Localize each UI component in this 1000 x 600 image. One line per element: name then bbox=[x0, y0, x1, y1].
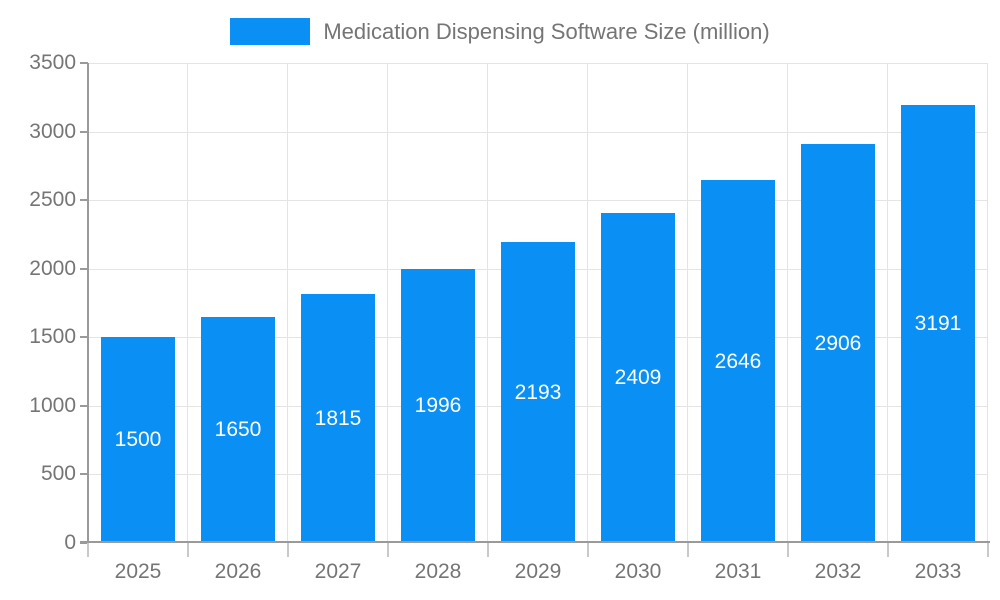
x-axis-label: 2028 bbox=[414, 560, 462, 583]
y-axis-tick bbox=[80, 542, 88, 544]
bar-value-label: 2906 bbox=[814, 331, 862, 355]
gridline-horizontal bbox=[88, 200, 988, 202]
gridline-vertical bbox=[387, 63, 388, 543]
x-axis-label: 2032 bbox=[814, 560, 862, 583]
y-axis-label: 3000 bbox=[29, 119, 76, 143]
x-axis-tick bbox=[287, 543, 289, 557]
bar-value-label: 1650 bbox=[214, 417, 262, 441]
chart-legend[interactable]: Medication Dispensing Software Size (mil… bbox=[0, 18, 1000, 45]
gridline-vertical bbox=[787, 63, 788, 543]
y-axis-label: 3500 bbox=[29, 51, 76, 74]
y-axis-label: 2500 bbox=[29, 188, 76, 212]
y-axis-label: 1500 bbox=[29, 325, 76, 349]
bar-2025[interactable]: 1500 bbox=[101, 337, 175, 543]
y-axis-label: 500 bbox=[40, 462, 76, 486]
gridline-vertical bbox=[887, 63, 888, 543]
bar-value-label: 1996 bbox=[414, 394, 462, 418]
bar-2033[interactable]: 3191 bbox=[901, 105, 975, 543]
x-axis-label: 2025 bbox=[114, 560, 162, 583]
y-axis-tick bbox=[80, 199, 88, 202]
bar-value-label: 3191 bbox=[914, 312, 962, 336]
gridline-vertical bbox=[987, 63, 988, 543]
x-axis-tick bbox=[387, 543, 389, 557]
y-axis-line bbox=[87, 63, 89, 543]
x-axis-label: 2030 bbox=[614, 560, 662, 583]
x-axis-tick bbox=[587, 543, 589, 557]
gridline-vertical bbox=[687, 63, 688, 543]
x-axis-tick bbox=[87, 543, 89, 557]
gridline-vertical bbox=[287, 63, 288, 543]
bar-2030[interactable]: 2409 bbox=[601, 212, 675, 543]
bar-value-label: 1500 bbox=[114, 428, 162, 452]
x-axis-tick bbox=[787, 543, 789, 557]
x-axis-line bbox=[80, 541, 990, 543]
bar-value-label: 2646 bbox=[714, 349, 762, 373]
x-axis-label: 2026 bbox=[214, 560, 262, 583]
bar-2026[interactable]: 1650 bbox=[201, 316, 275, 543]
bar-value-label: 2193 bbox=[514, 380, 562, 404]
gridline-horizontal bbox=[88, 63, 988, 64]
gridline-horizontal bbox=[88, 131, 988, 133]
y-axis-tick bbox=[80, 267, 88, 270]
legend-swatch-icon[interactable] bbox=[230, 18, 311, 45]
x-axis-tick bbox=[487, 543, 489, 557]
x-axis-label: 2029 bbox=[514, 560, 562, 583]
x-axis-label: 2031 bbox=[714, 560, 762, 583]
bar-2028[interactable]: 1996 bbox=[401, 269, 475, 543]
y-axis-tick bbox=[80, 336, 88, 339]
y-axis-label: 0 bbox=[64, 531, 76, 554]
bar-2027[interactable]: 1815 bbox=[301, 294, 375, 543]
x-axis-label: 2027 bbox=[314, 560, 362, 583]
y-axis-tick bbox=[80, 62, 88, 64]
y-axis-label: 1000 bbox=[29, 393, 76, 417]
bar-2029[interactable]: 2193 bbox=[501, 242, 575, 543]
gridline-vertical bbox=[587, 63, 588, 543]
bar-2031[interactable]: 2646 bbox=[701, 180, 775, 543]
y-axis-tick bbox=[80, 130, 88, 133]
y-axis-tick bbox=[80, 473, 88, 476]
bar-value-label: 1815 bbox=[314, 406, 362, 430]
gridline-vertical bbox=[487, 63, 488, 543]
bar-2032[interactable]: 2906 bbox=[801, 144, 875, 543]
plot-area: 1500 1650 1815 1996 2193 2409 2646 2906 3191 bbox=[88, 63, 988, 543]
x-axis-tick bbox=[887, 543, 889, 557]
x-axis-tick bbox=[187, 543, 189, 557]
y-axis-tick bbox=[80, 404, 88, 407]
y-axis-label: 2000 bbox=[29, 256, 76, 280]
gridline-vertical bbox=[187, 63, 188, 543]
x-axis-label: 2033 bbox=[914, 560, 962, 583]
bar-value-label: 2409 bbox=[614, 365, 662, 389]
x-axis-tick bbox=[987, 543, 989, 557]
legend-label[interactable]: Medication Dispensing Software Size (mil… bbox=[323, 19, 770, 44]
x-axis-tick bbox=[687, 543, 689, 557]
